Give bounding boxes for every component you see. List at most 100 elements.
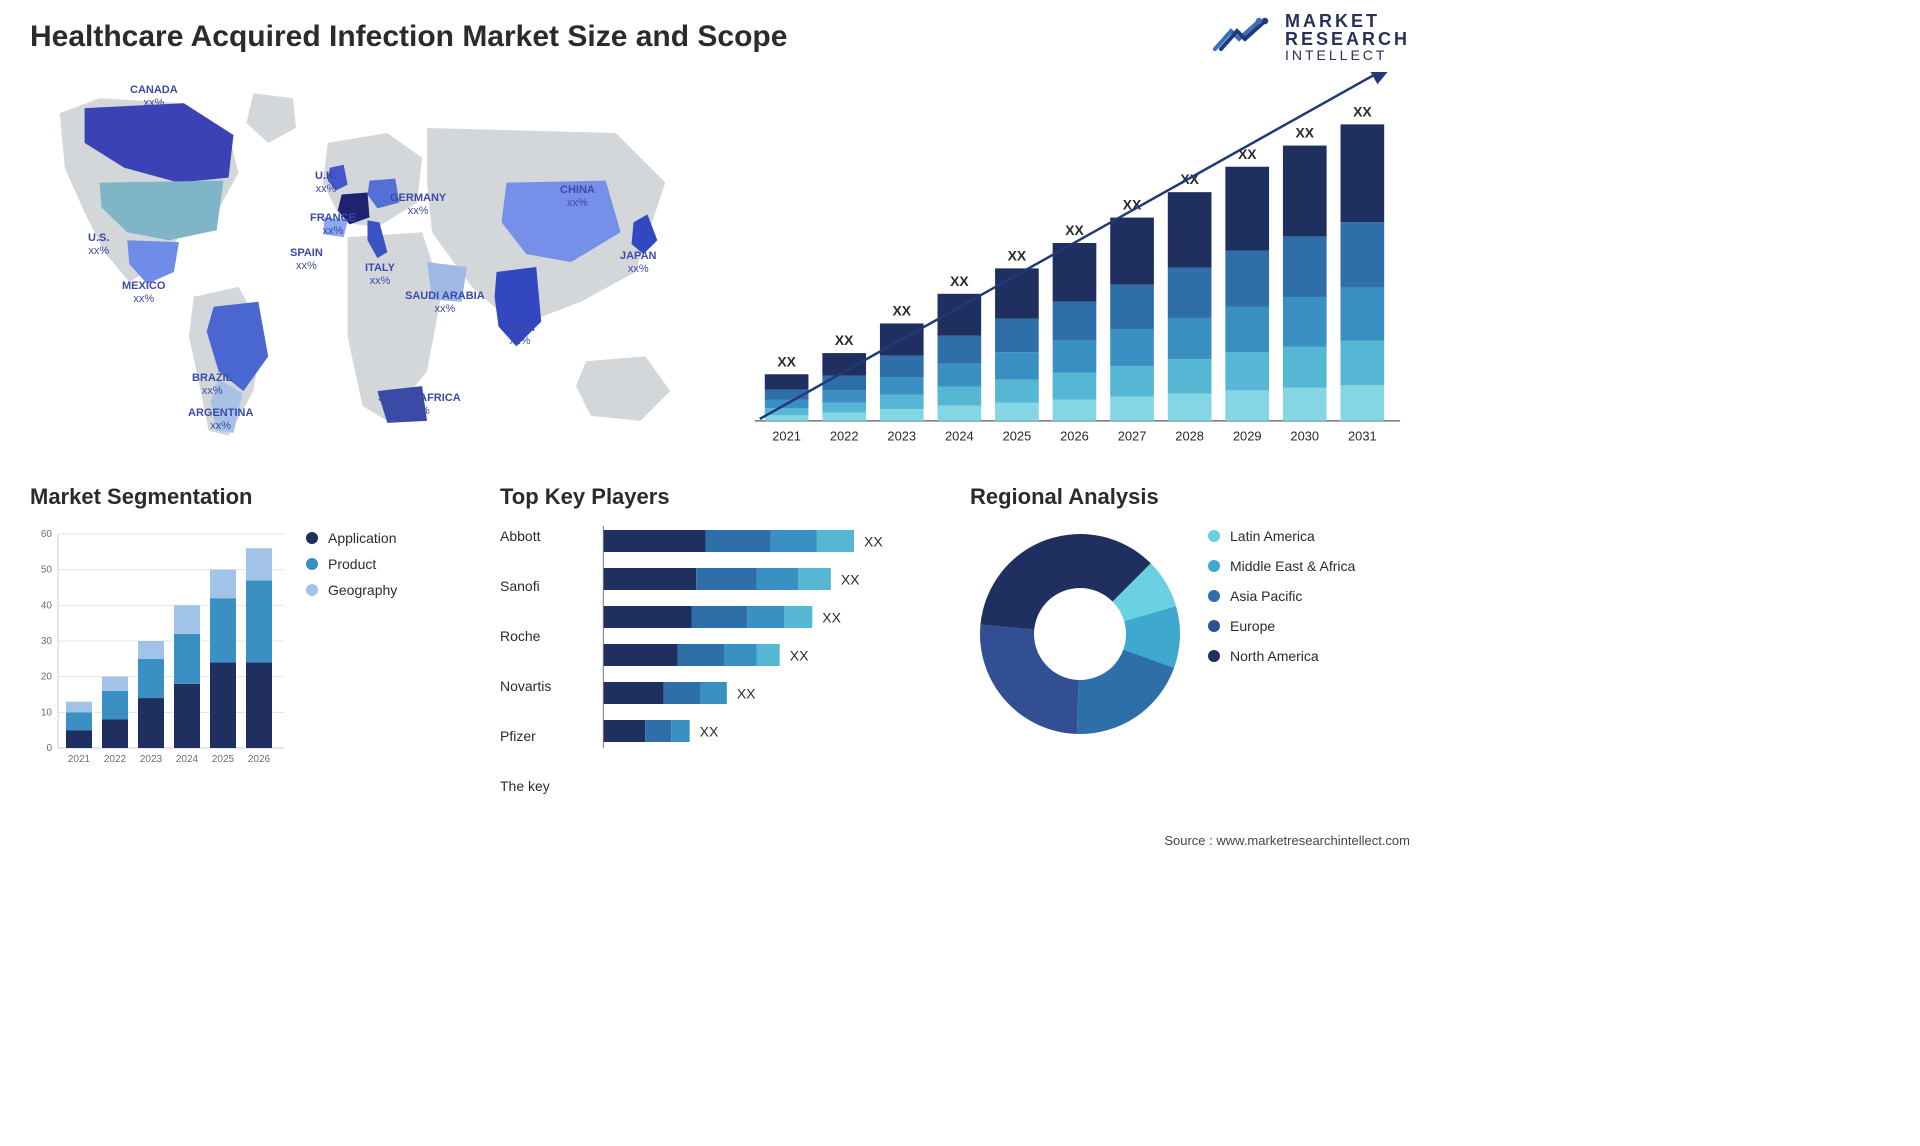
svg-text:2025: 2025 [1003, 429, 1032, 444]
svg-text:0: 0 [46, 743, 52, 754]
svg-text:2026: 2026 [1060, 429, 1089, 444]
logo-icon [1213, 17, 1277, 57]
legend-swatch [1208, 560, 1220, 572]
svg-text:2021: 2021 [68, 754, 91, 765]
svg-text:XX: XX [864, 534, 883, 550]
svg-text:2023: 2023 [140, 754, 163, 765]
svg-text:XX: XX [893, 303, 912, 319]
legend-item: Latin America [1208, 528, 1355, 544]
svg-text:2028: 2028 [1175, 429, 1204, 444]
svg-text:20: 20 [41, 672, 53, 683]
legend-label: Middle East & Africa [1230, 558, 1355, 574]
map-label: FRANCExx% [310, 212, 356, 238]
world-map: CANADAxx% U.K.xx% GERMANYxx% FRANCExx% CHINA… [30, 72, 705, 462]
page-title: Healthcare Acquired Infection Market Siz… [30, 20, 1410, 54]
legend-label: Latin America [1230, 528, 1315, 544]
legend-label: Application [328, 530, 397, 546]
keyplayer-label: Roche [500, 628, 551, 666]
map-label: INDIAxx% [505, 322, 535, 348]
svg-text:2022: 2022 [104, 754, 127, 765]
svg-text:2021: 2021 [772, 429, 801, 444]
keyplayer-label: Pfizer [500, 728, 551, 766]
map-label: U.S.xx% [88, 232, 109, 258]
svg-text:2023: 2023 [887, 429, 916, 444]
logo-line3: INTELLECT [1285, 48, 1410, 62]
legend-item: Asia Pacific [1208, 588, 1355, 604]
map-label: CANADAxx% [130, 84, 178, 110]
logo-line1: MARKET [1285, 12, 1410, 30]
svg-text:XX: XX [823, 610, 842, 626]
svg-text:10: 10 [41, 707, 53, 718]
map-label: SPAINxx% [290, 247, 323, 273]
legend-label: Product [328, 556, 376, 572]
svg-text:XX: XX [737, 686, 756, 702]
segmentation-panel: Market Segmentation 01020304050602021202… [30, 484, 470, 804]
legend-item: Product [306, 556, 397, 572]
regional-legend: Latin America Middle East & Africa Asia Pa… [1208, 524, 1355, 664]
legend-swatch [306, 584, 318, 596]
svg-text:2025: 2025 [212, 754, 235, 765]
legend-label: North America [1230, 648, 1319, 664]
map-label: BRAZILxx% [192, 372, 232, 398]
svg-text:2031: 2031 [1348, 429, 1377, 444]
svg-text:XX: XX [950, 273, 969, 289]
svg-text:2030: 2030 [1290, 429, 1319, 444]
legend-swatch [306, 558, 318, 570]
legend-item: Application [306, 530, 397, 546]
svg-text:2024: 2024 [176, 754, 199, 765]
svg-text:2022: 2022 [830, 429, 859, 444]
keyplayers-labels: Abbott Sanofi Roche Novartis Pfizer The key [500, 524, 551, 816]
map-label: SAUDI ARABIAxx% [405, 290, 485, 316]
map-label: GERMANYxx% [390, 192, 446, 218]
regional-panel: Regional Analysis Latin America Middle Ea… [970, 484, 1410, 804]
map-label: ITALYxx% [365, 262, 395, 288]
svg-text:XX: XX [1065, 222, 1084, 238]
forecast-chart: 2021 XX 2022 XX 2023 XX 2024 XX 2025 XX 2026 XX 2027… [735, 72, 1410, 462]
keyplayer-label: Abbott [500, 528, 551, 566]
regional-title: Regional Analysis [970, 484, 1410, 510]
svg-text:XX: XX [1353, 103, 1372, 119]
legend-item: North America [1208, 648, 1355, 664]
legend-swatch [1208, 590, 1220, 602]
legend-swatch [1208, 530, 1220, 542]
brand-logo: MARKET RESEARCH INTELLECT [1213, 12, 1410, 62]
svg-text:2024: 2024 [945, 429, 974, 444]
svg-text:XX: XX [777, 353, 796, 369]
legend-item: Europe [1208, 618, 1355, 634]
svg-text:XX: XX [790, 648, 809, 664]
keyplayer-label: Novartis [500, 678, 551, 716]
legend-swatch [306, 532, 318, 544]
keyplayers-panel: Top Key Players Abbott Sanofi Roche Novarti… [500, 484, 940, 804]
legend-label: Geography [328, 582, 397, 598]
map-label: MEXICOxx% [122, 280, 165, 306]
segmentation-chart: 0 10 20 30 40 50 60 2021 2022 2023 2024 2025 2026 [30, 524, 290, 774]
keyplayer-label: Sanofi [500, 578, 551, 616]
svg-text:XX: XX [1008, 247, 1027, 263]
keyplayer-label: The key [500, 778, 551, 816]
map-label: U.K.xx% [315, 170, 337, 196]
keyplayers-title: Top Key Players [500, 484, 940, 510]
legend-label: Europe [1230, 618, 1275, 634]
regional-donut [970, 524, 1190, 744]
legend-label: Asia Pacific [1230, 588, 1302, 604]
svg-text:2027: 2027 [1118, 429, 1147, 444]
legend-item: Geography [306, 582, 397, 598]
legend-item: Middle East & Africa [1208, 558, 1355, 574]
keyplayers-chart: XXXXXXXXXXXX [569, 524, 940, 774]
svg-text:40: 40 [41, 600, 53, 611]
legend-swatch [1208, 620, 1220, 632]
legend-swatch [1208, 650, 1220, 662]
svg-text:XX: XX [700, 724, 719, 740]
svg-text:30: 30 [41, 636, 53, 647]
map-label: ARGENTINAxx% [188, 407, 253, 433]
svg-text:60: 60 [41, 529, 53, 540]
svg-text:2026: 2026 [248, 754, 271, 765]
map-label: CHINAxx% [560, 184, 595, 210]
segmentation-legend: Application Product Geography [306, 524, 397, 598]
svg-text:50: 50 [41, 565, 53, 576]
source-attribution: Source : www.marketresearchintellect.com [1164, 833, 1410, 848]
svg-text:XX: XX [835, 332, 854, 348]
map-label: SOUTH AFRICAxx% [378, 392, 461, 418]
svg-text:2029: 2029 [1233, 429, 1262, 444]
svg-text:XX: XX [1296, 125, 1315, 141]
